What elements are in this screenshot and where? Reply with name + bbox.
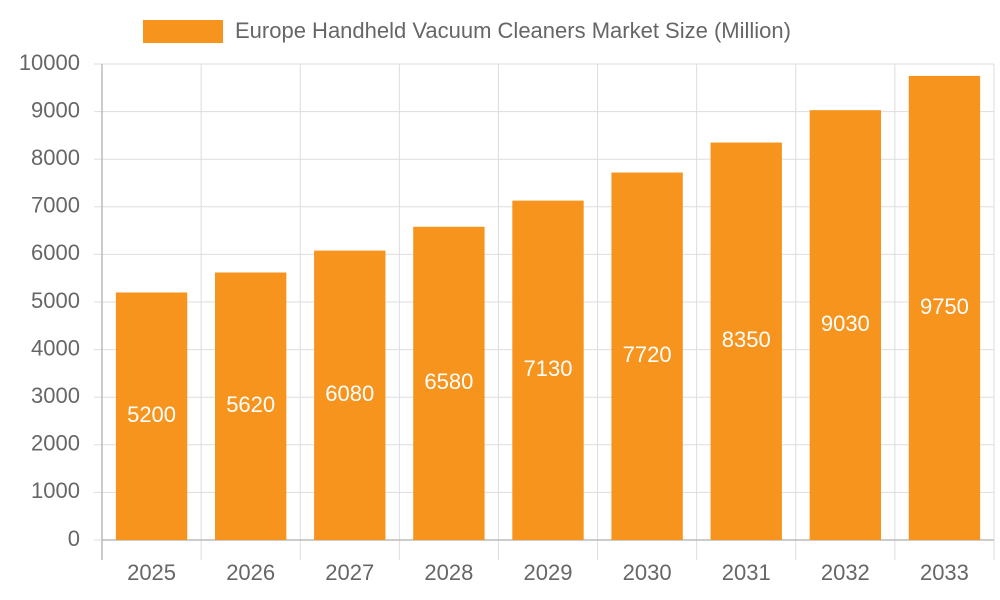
y-tick-label: 10000 — [19, 50, 80, 75]
bar — [314, 250, 386, 541]
bar — [115, 292, 188, 540]
legend-swatch — [143, 20, 223, 43]
bar — [710, 142, 782, 541]
y-tick-label: 2000 — [31, 431, 80, 456]
data-label: 8350 — [722, 327, 771, 352]
bar — [611, 172, 683, 540]
y-tick-label: 7000 — [31, 193, 80, 218]
x-tick-label: 2025 — [127, 560, 176, 585]
bar — [413, 226, 485, 541]
data-label: 9030 — [821, 311, 870, 336]
x-tick-label: 2033 — [920, 560, 969, 585]
bar — [214, 272, 287, 540]
bar — [908, 75, 981, 541]
x-tick-label: 2030 — [623, 560, 672, 585]
y-tick-label: 0 — [68, 526, 80, 551]
legend-label: Europe Handheld Vacuum Cleaners Market S… — [235, 18, 791, 43]
y-tick-label: 3000 — [31, 383, 80, 408]
data-label: 9750 — [920, 294, 969, 319]
y-tick-label: 5000 — [31, 288, 80, 313]
x-tick-label: 2026 — [226, 560, 275, 585]
bar — [809, 110, 882, 540]
y-tick-label: 6000 — [31, 240, 80, 265]
y-tick-label: 1000 — [31, 478, 80, 503]
y-tick-label: 4000 — [31, 335, 80, 360]
data-label: 5620 — [226, 392, 275, 417]
y-tick-label: 9000 — [31, 97, 80, 122]
x-tick-label: 2029 — [524, 560, 573, 585]
data-label: 7720 — [623, 342, 672, 367]
data-label: 6080 — [325, 381, 374, 406]
data-label: 5200 — [127, 402, 176, 427]
data-label: 6580 — [424, 369, 473, 394]
bar — [512, 200, 584, 540]
x-tick-label: 2027 — [325, 560, 374, 585]
x-tick-label: 2032 — [821, 560, 870, 585]
y-tick-label: 8000 — [31, 145, 80, 170]
x-tick-label: 2028 — [424, 560, 473, 585]
x-tick-label: 2031 — [722, 560, 771, 585]
data-label: 7130 — [524, 356, 573, 381]
